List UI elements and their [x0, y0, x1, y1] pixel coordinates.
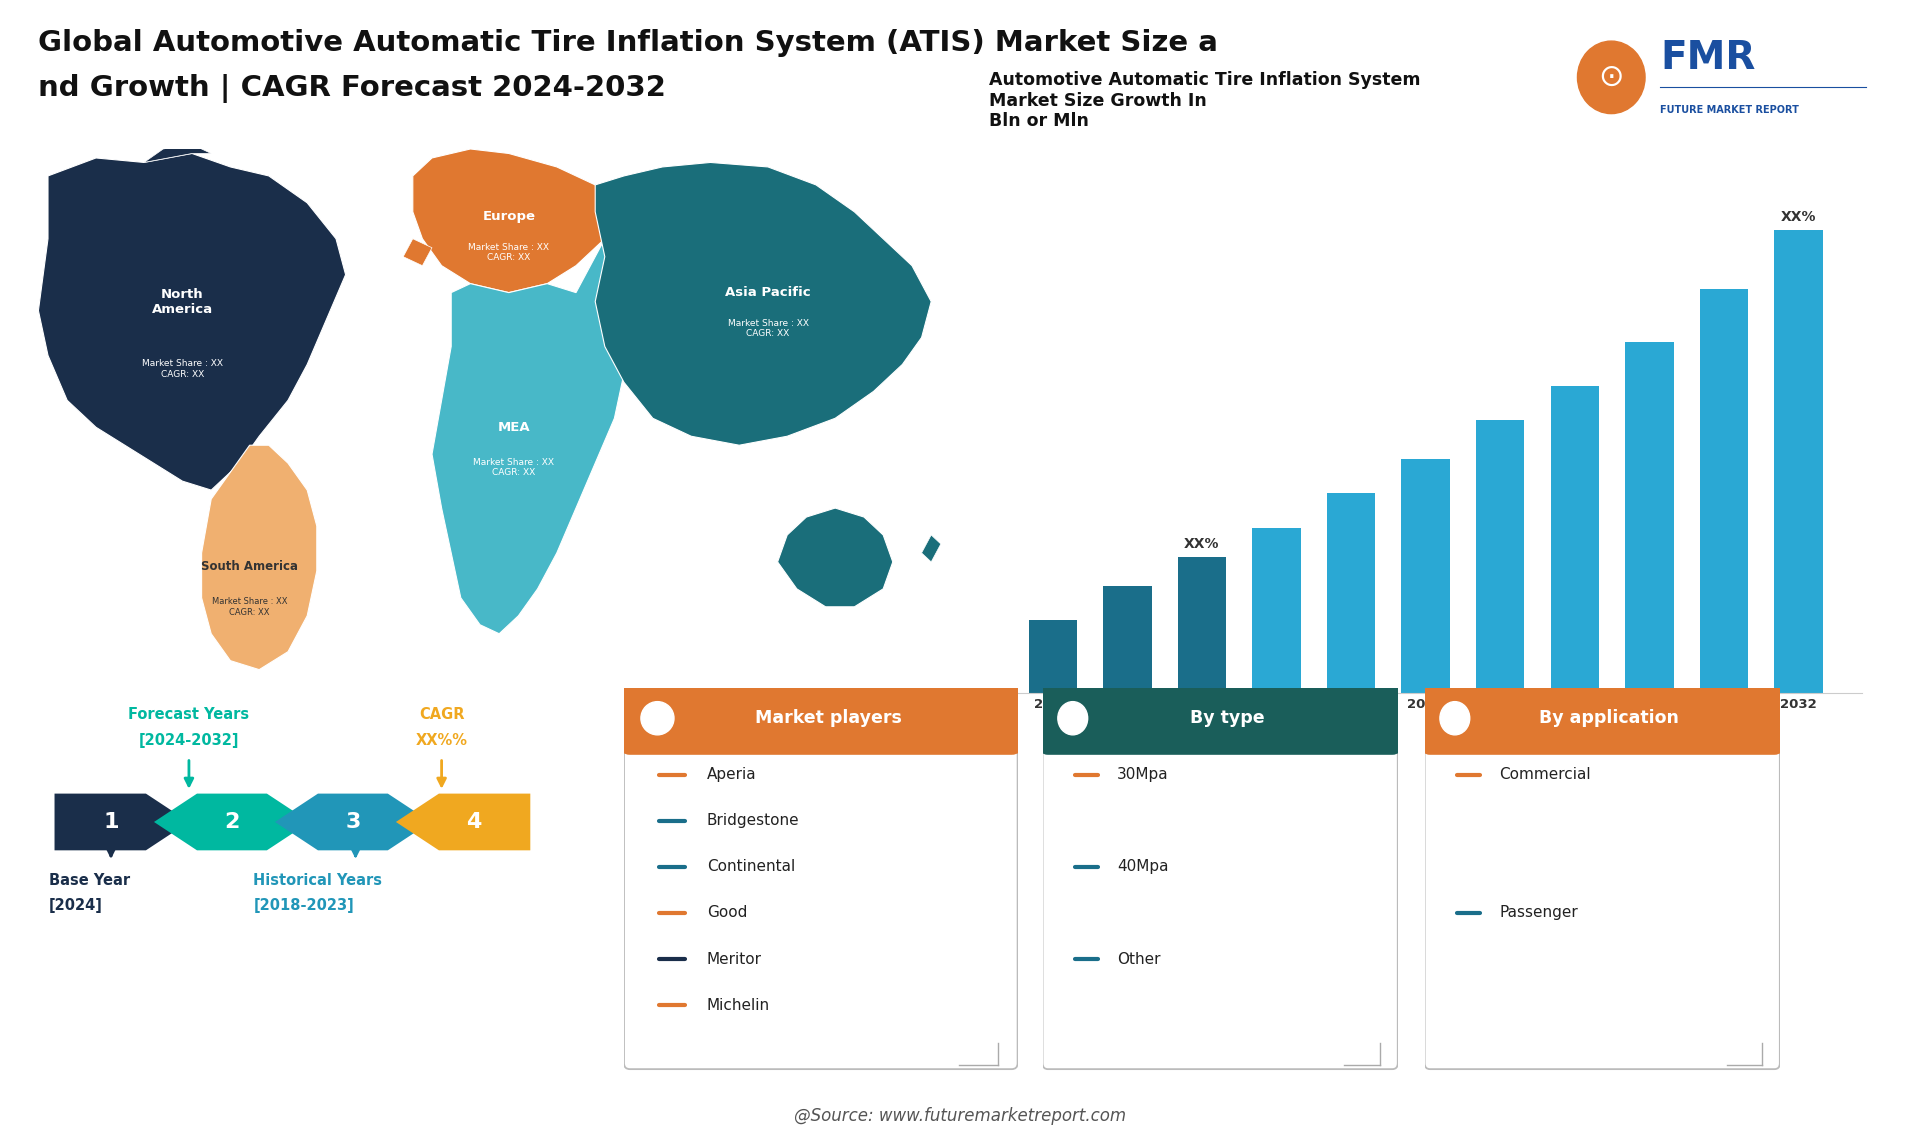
Circle shape [641, 701, 674, 735]
Bar [1327, 494, 1375, 693]
Text: 30Mpa: 30Mpa [1117, 767, 1169, 782]
Polygon shape [432, 238, 634, 634]
Text: Automotive Automatic Tire Inflation System
Market Size Growth In
Bln or Mln: Automotive Automatic Tire Inflation Syst… [989, 71, 1421, 131]
Text: 3: 3 [346, 813, 361, 832]
Text: Commercial: Commercial [1500, 767, 1592, 782]
Text: Bridgestone: Bridgestone [707, 814, 799, 829]
Text: Market Share : XX
CAGR: XX: Market Share : XX CAGR: XX [472, 458, 555, 478]
Text: FMR: FMR [1661, 39, 1755, 77]
Text: Market Share : XX
CAGR: XX: Market Share : XX CAGR: XX [728, 319, 808, 338]
Text: Market Share : XX
CAGR: XX: Market Share : XX CAGR: XX [211, 597, 288, 617]
Text: Good: Good [707, 905, 747, 920]
Text: 2: 2 [225, 813, 240, 832]
Text: [2024]: [2024] [50, 897, 104, 912]
Text: Aperia: Aperia [707, 767, 756, 782]
Text: XX%%: XX%% [415, 733, 468, 748]
FancyBboxPatch shape [1421, 682, 1784, 755]
Text: Passenger: Passenger [1500, 905, 1578, 920]
Polygon shape [38, 154, 346, 490]
Polygon shape [778, 508, 893, 607]
Text: By type: By type [1190, 709, 1265, 728]
Polygon shape [396, 793, 530, 850]
Text: FUTURE MARKET REPORT: FUTURE MARKET REPORT [1661, 105, 1799, 116]
Polygon shape [144, 144, 211, 163]
Text: Global Automotive Automatic Tire Inflation System (ATIS) Market Size a: Global Automotive Automatic Tire Inflati… [38, 29, 1219, 56]
Bar [1104, 586, 1152, 693]
Bar [1029, 620, 1077, 693]
Bar [1551, 386, 1599, 693]
Text: By application: By application [1540, 709, 1680, 728]
Text: Meritor: Meritor [707, 951, 762, 966]
Bar [1476, 421, 1524, 693]
Bar [1252, 527, 1300, 693]
Text: XX%: XX% [1780, 211, 1816, 225]
Text: nd Growth | CAGR Forecast 2024-2032: nd Growth | CAGR Forecast 2024-2032 [38, 74, 666, 103]
Text: 40Mpa: 40Mpa [1117, 860, 1169, 874]
FancyBboxPatch shape [1043, 747, 1398, 1069]
Text: @Source: www.futuremarketreport.com: @Source: www.futuremarketreport.com [795, 1107, 1125, 1125]
Text: Market Share : XX
CAGR: XX: Market Share : XX CAGR: XX [468, 243, 549, 262]
Text: Base Year: Base Year [50, 873, 131, 888]
FancyBboxPatch shape [624, 747, 1018, 1069]
Circle shape [1578, 41, 1645, 113]
Polygon shape [275, 793, 430, 850]
Text: Other: Other [1117, 951, 1162, 966]
Polygon shape [413, 149, 614, 292]
Text: 4: 4 [467, 813, 482, 832]
Text: Asia Pacific: Asia Pacific [726, 286, 810, 299]
FancyBboxPatch shape [1039, 682, 1402, 755]
Text: Forecast Years: Forecast Years [129, 707, 250, 722]
Polygon shape [595, 163, 931, 445]
Circle shape [1058, 701, 1087, 735]
Polygon shape [54, 793, 188, 850]
Polygon shape [922, 535, 941, 562]
Bar [1774, 230, 1822, 693]
Text: Market players: Market players [755, 709, 902, 728]
Text: Historical Years: Historical Years [253, 873, 382, 888]
Polygon shape [202, 445, 317, 669]
FancyBboxPatch shape [620, 682, 1021, 755]
Polygon shape [403, 238, 432, 266]
Bar [1624, 343, 1674, 693]
Text: [2018-2023]: [2018-2023] [253, 897, 353, 912]
FancyBboxPatch shape [1425, 747, 1780, 1069]
Bar [1699, 289, 1747, 693]
Text: [2024-2032]: [2024-2032] [138, 733, 240, 748]
Text: ⊙: ⊙ [1599, 63, 1624, 92]
Bar [1402, 460, 1450, 693]
Text: XX%: XX% [1185, 537, 1219, 551]
Text: Market Share : XX
CAGR: XX: Market Share : XX CAGR: XX [142, 359, 223, 378]
Polygon shape [154, 793, 309, 850]
Text: South America: South America [202, 560, 298, 573]
Text: 1: 1 [104, 813, 119, 832]
Text: North
America: North America [152, 288, 213, 315]
Text: Michelin: Michelin [707, 998, 770, 1013]
Text: MEA: MEA [497, 421, 530, 434]
Text: Continental: Continental [707, 860, 795, 874]
Bar [1177, 557, 1227, 693]
Text: CAGR: CAGR [419, 707, 465, 722]
Circle shape [1440, 701, 1469, 735]
Text: Europe: Europe [482, 210, 536, 222]
